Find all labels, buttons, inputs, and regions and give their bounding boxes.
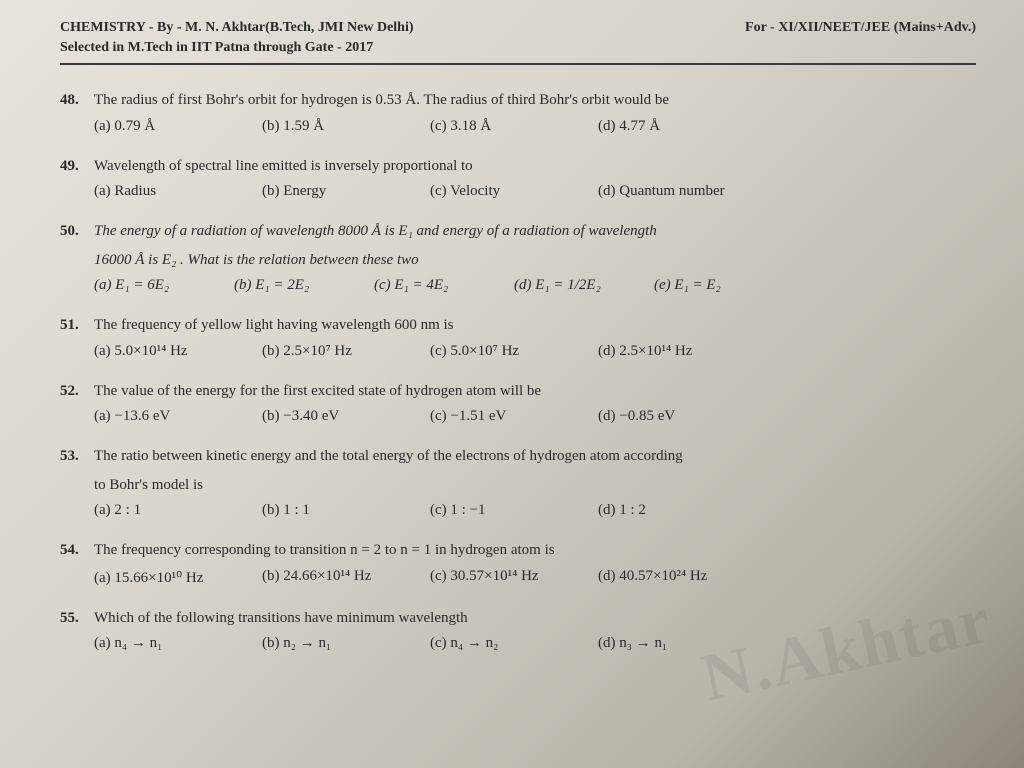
option-b: (b) n₂ → n₁: [262, 635, 402, 652]
option-a: (a) 5.0×10¹⁴ Hz: [94, 343, 234, 360]
options-row: (a) 5.0×10¹⁴ Hz (b) 2.5×10⁷ Hz (c) 5.0×1…: [94, 343, 976, 364]
question-number: 51.: [60, 317, 94, 334]
option-c: (c) −1.51 eV: [430, 408, 570, 425]
options-row: (a) 2 : 1 (b) 1 : 1 (c) 1 : −1 (d) 1 : 2: [94, 502, 976, 523]
option-a: (a) 2 : 1: [94, 502, 234, 519]
option-b: (b) E₁ = 2E₂: [234, 277, 354, 294]
option-a: (a) 15.66×10¹⁰ Hz: [94, 568, 234, 587]
option-d: (d) 4.77 Å: [598, 118, 738, 135]
option-c: (c) 1 : −1: [430, 502, 570, 519]
question-number: 53.: [60, 448, 94, 465]
document-header: CHEMISTRY - By - M. N. Akhtar(B.Tech, JM…: [60, 18, 976, 65]
option-b: (b) 24.66×10¹⁴ Hz: [262, 568, 402, 587]
question-cont: to Bohr's model is: [94, 474, 976, 497]
option-d: (d) E₁ = 1/2E₂: [514, 277, 634, 294]
header-left: CHEMISTRY - By - M. N. Akhtar(B.Tech, JM…: [60, 18, 414, 57]
question-number: 50.: [60, 223, 94, 240]
question-text: The frequency of yellow light having wav…: [94, 314, 976, 337]
option-d: (d) −0.85 eV: [598, 408, 738, 425]
option-d: (d) Quantum number: [598, 183, 738, 200]
option-c: (c) n₄ → n₂: [430, 635, 570, 652]
option-d: (d) 2.5×10¹⁴ Hz: [598, 343, 738, 360]
question-48: 48. The radius of first Bohr's orbit for…: [60, 89, 976, 139]
option-b: (b) 1 : 1: [262, 502, 402, 519]
option-b: (b) Energy: [262, 183, 402, 200]
question-number: 52.: [60, 383, 94, 400]
question-text: The ratio between kinetic energy and the…: [94, 445, 976, 468]
question-text: Which of the following transitions have …: [94, 607, 976, 630]
options-row: (a) 15.66×10¹⁰ Hz (b) 24.66×10¹⁴ Hz (c) …: [94, 568, 976, 591]
question-text: The frequency corresponding to transitio…: [94, 539, 976, 562]
question-number: 48.: [60, 92, 94, 109]
option-c: (c) Velocity: [430, 183, 570, 200]
options-row: (a) n₄ → n₁ (b) n₂ → n₁ (c) n₄ → n₂ (d) …: [94, 635, 976, 656]
option-b: (b) 2.5×10⁷ Hz: [262, 343, 402, 360]
question-cont: 16000 Å is E₂ . What is the relation bet…: [94, 249, 976, 272]
option-b: (b) −3.40 eV: [262, 408, 402, 425]
options-row: (a) Radius (b) Energy (c) Velocity (d) Q…: [94, 183, 976, 204]
option-d: (d) 40.57×10²⁴ Hz: [598, 568, 738, 587]
option-d: (d) n₃ → n₁: [598, 635, 738, 652]
option-e: (e) E₁ = E₂: [654, 277, 774, 294]
question-number: 55.: [60, 610, 94, 627]
question-number: 49.: [60, 158, 94, 175]
option-c: (c) 5.0×10⁷ Hz: [430, 343, 570, 360]
option-a: (a) −13.6 eV: [94, 408, 234, 425]
option-a: (a) Radius: [94, 183, 234, 200]
options-row: (a) 0.79 Å (b) 1.59 Å (c) 3.18 Å (d) 4.7…: [94, 118, 976, 139]
header-credential: Selected in M.Tech in IIT Patna through …: [60, 38, 414, 58]
header-author: CHEMISTRY - By - M. N. Akhtar(B.Tech, JM…: [60, 18, 414, 38]
question-53: 53. The ratio between kinetic energy and…: [60, 445, 976, 523]
question-49: 49. Wavelength of spectral line emitted …: [60, 155, 976, 205]
options-row: (a) −13.6 eV (b) −3.40 eV (c) −1.51 eV (…: [94, 408, 976, 429]
question-52: 52. The value of the energy for the firs…: [60, 380, 976, 430]
question-54: 54. The frequency corresponding to trans…: [60, 539, 976, 591]
option-c: (c) 30.57×10¹⁴ Hz: [430, 568, 570, 587]
options-row: (a) E₁ = 6E₂ (b) E₁ = 2E₂ (c) E₁ = 4E₂ (…: [94, 277, 976, 298]
option-c: (c) 3.18 Å: [430, 118, 570, 135]
option-b: (b) 1.59 Å: [262, 118, 402, 135]
question-51: 51. The frequency of yellow light having…: [60, 314, 976, 364]
option-a: (a) E₁ = 6E₂: [94, 277, 214, 294]
question-55: 55. Which of the following transitions h…: [60, 607, 976, 657]
question-number: 54.: [60, 542, 94, 559]
header-right: For - XI/XII/NEET/JEE (Mains+Adv.): [745, 18, 976, 57]
question-text: Wavelength of spectral line emitted is i…: [94, 155, 976, 178]
question-text: The energy of a radiation of wavelength …: [94, 220, 976, 243]
question-text: The radius of first Bohr's orbit for hyd…: [94, 89, 976, 112]
option-c: (c) E₁ = 4E₂: [374, 277, 494, 294]
question-text: The value of the energy for the first ex…: [94, 380, 976, 403]
header-exam-target: For - XI/XII/NEET/JEE (Mains+Adv.): [745, 18, 976, 38]
option-a: (a) 0.79 Å: [94, 118, 234, 135]
question-50: 50. The energy of a radiation of wavelen…: [60, 220, 976, 298]
option-d: (d) 1 : 2: [598, 502, 738, 519]
option-a: (a) n₄ → n₁: [94, 635, 234, 652]
